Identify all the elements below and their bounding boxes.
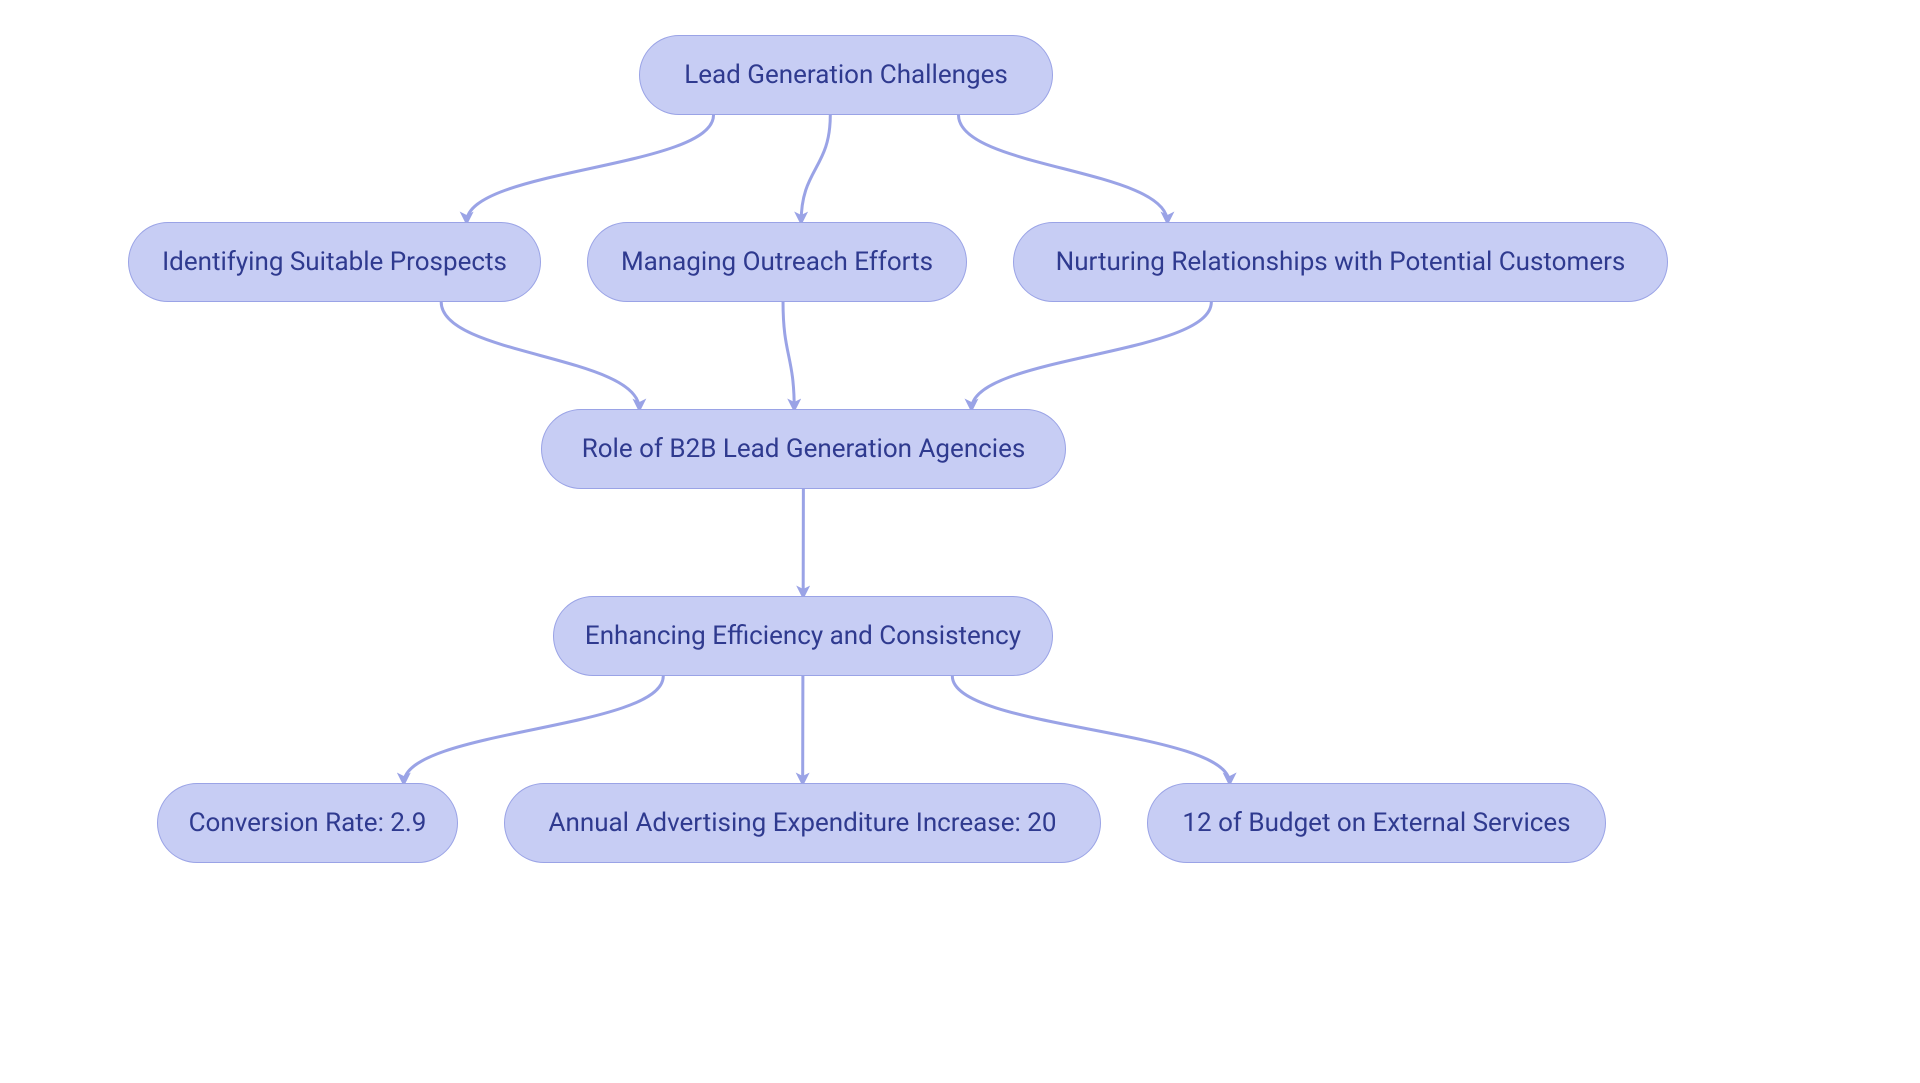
edge-prospects-role xyxy=(441,302,639,409)
node-label: 12 of Budget on External Services xyxy=(1182,808,1570,838)
node-conversion: Conversion Rate: 2.9 xyxy=(157,783,458,863)
node-nurturing: Nurturing Relationships with Potential C… xyxy=(1013,222,1668,302)
edge-root-outreach xyxy=(801,115,830,222)
node-label: Identifying Suitable Prospects xyxy=(162,247,507,277)
node-label: Lead Generation Challenges xyxy=(684,60,1008,90)
node-label: Managing Outreach Efforts xyxy=(621,247,933,277)
node-root: Lead Generation Challenges xyxy=(639,35,1053,115)
node-outreach: Managing Outreach Efforts xyxy=(587,222,967,302)
node-role: Role of B2B Lead Generation Agencies xyxy=(541,409,1066,489)
node-label: Conversion Rate: 2.9 xyxy=(189,808,427,838)
node-label: Nurturing Relationships with Potential C… xyxy=(1056,247,1626,277)
edge-efficiency-conversion xyxy=(404,676,663,783)
edge-outreach-role xyxy=(783,302,794,409)
node-label: Annual Advertising Expenditure Increase:… xyxy=(549,808,1057,838)
edge-layer xyxy=(0,0,1920,1083)
edge-root-prospects xyxy=(467,115,714,222)
node-adspend: Annual Advertising Expenditure Increase:… xyxy=(504,783,1101,863)
edge-efficiency-budget xyxy=(952,676,1229,783)
node-budget: 12 of Budget on External Services xyxy=(1147,783,1606,863)
edge-root-nurturing xyxy=(958,115,1167,222)
node-prospects: Identifying Suitable Prospects xyxy=(128,222,541,302)
node-label: Enhancing Efficiency and Consistency xyxy=(585,621,1021,651)
edge-nurturing-role xyxy=(972,302,1212,409)
node-label: Role of B2B Lead Generation Agencies xyxy=(582,434,1026,464)
flowchart-canvas: Lead Generation Challenges Identifying Su… xyxy=(0,0,1920,1083)
node-efficiency: Enhancing Efficiency and Consistency xyxy=(553,596,1053,676)
